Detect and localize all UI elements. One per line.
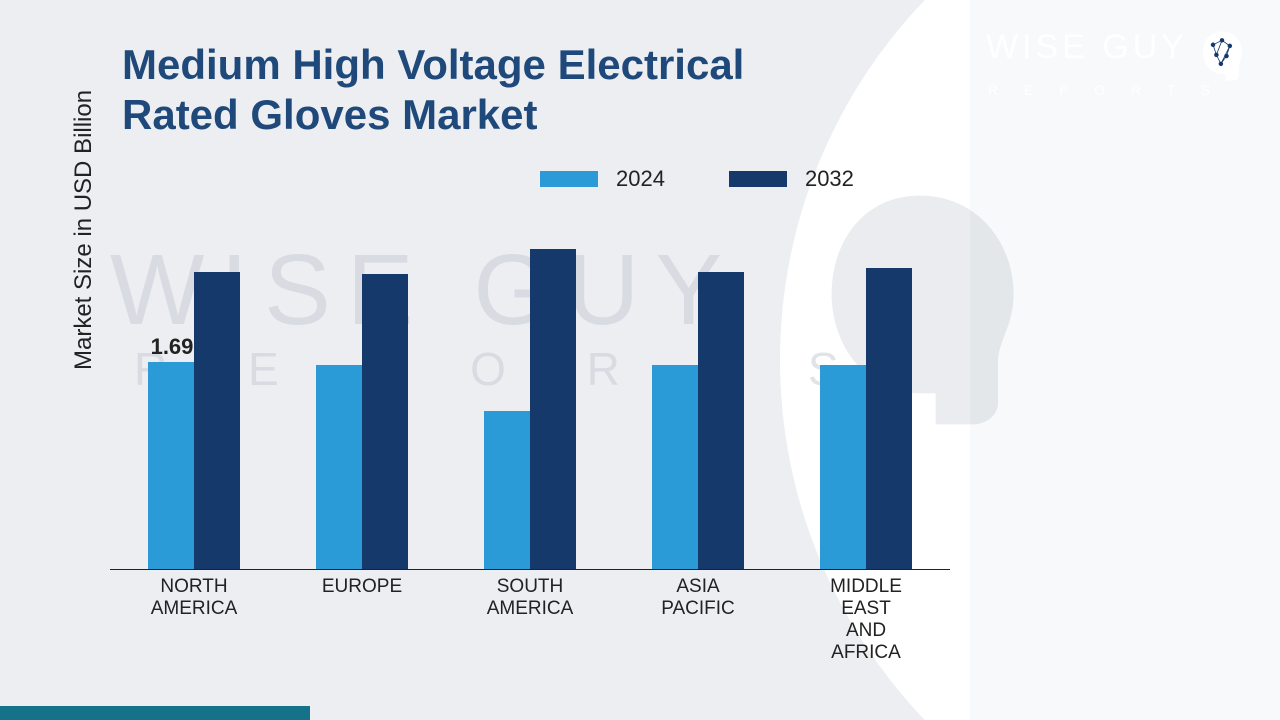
bar-group: 1.69 (148, 272, 240, 570)
x-axis-label: ASIA PACIFIC (638, 576, 758, 663)
chart-page: WISE GUY R E P O R T S Medium High Volta… (0, 0, 1280, 720)
bar: 1.69 (148, 362, 194, 570)
bar-group (652, 272, 744, 570)
bar (316, 365, 362, 570)
x-axis-baseline (110, 569, 950, 570)
bar-groups: 1.69 (110, 200, 950, 570)
legend-item-2024: 2024 (540, 166, 665, 192)
brand-subtitle: R E P O R T S (988, 82, 1250, 98)
brand-logo: WISE GUY R E P O R T S (986, 28, 1250, 98)
bar (698, 272, 744, 570)
legend-label-2032: 2032 (805, 166, 854, 192)
bar (866, 268, 912, 570)
x-axis-label: NORTH AMERICA (134, 576, 254, 663)
legend: 2024 2032 (540, 166, 854, 192)
chart-title: Medium High Voltage Electrical Rated Glo… (122, 40, 822, 139)
bar-group (316, 274, 408, 570)
bar-value-label: 1.69 (112, 334, 232, 360)
x-axis-label: SOUTH AMERICA (470, 576, 590, 663)
brand-name-row: WISE GUY (986, 28, 1250, 84)
y-axis-label: Market Size in USD Billion (70, 90, 98, 370)
accent-bar (0, 706, 310, 720)
x-axis-label: MIDDLE EAST AND AFRICA (806, 576, 926, 663)
bar-group (820, 268, 912, 570)
legend-swatch-2032 (729, 171, 787, 187)
bar (484, 411, 530, 570)
chart-plot-area: 1.69 (110, 200, 950, 570)
legend-swatch-2024 (540, 171, 598, 187)
bar (194, 272, 240, 570)
brand-head-icon (1194, 28, 1250, 84)
bar-group (484, 249, 576, 570)
bar (820, 365, 866, 570)
legend-label-2024: 2024 (616, 166, 665, 192)
brand-name: WISE GUY (986, 28, 1188, 67)
x-axis-label: EUROPE (302, 576, 422, 663)
x-axis-labels: NORTH AMERICA EUROPE SOUTH AMERICA ASIA PAC… (110, 576, 950, 663)
legend-item-2032: 2032 (729, 166, 854, 192)
bar (362, 274, 408, 570)
bar (652, 365, 698, 570)
bar (530, 249, 576, 570)
